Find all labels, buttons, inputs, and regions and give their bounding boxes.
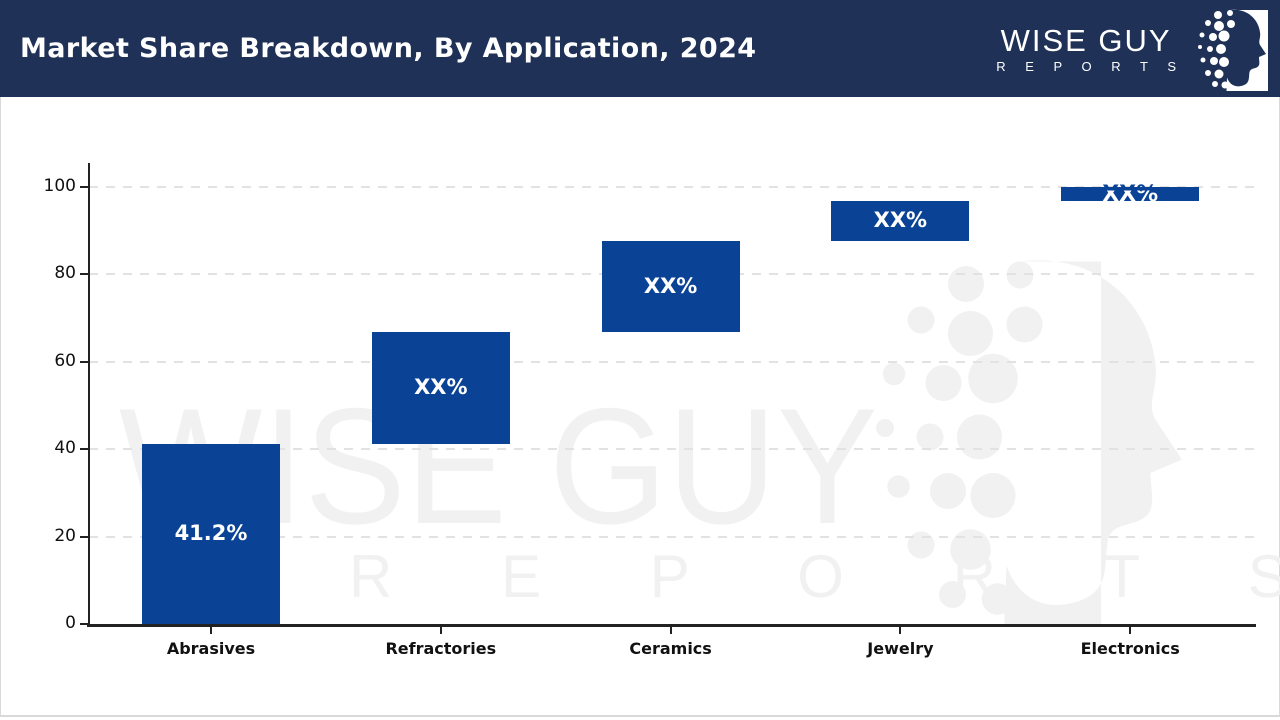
wiseguy-logo-text: WISE GUY R E P O R T S	[988, 25, 1184, 73]
y-tick-label: 40	[54, 438, 76, 459]
y-tick-label: 100	[43, 176, 76, 196]
logo-subtext: R E P O R T S	[996, 58, 1184, 74]
bar-ceramics	[601, 241, 740, 333]
y-tick-mark	[80, 186, 88, 188]
logo-wordmark: WISE GUY	[1000, 22, 1172, 58]
logo-head-icon	[1198, 9, 1268, 91]
x-tick-mark	[899, 627, 902, 634]
gridline-20	[89, 535, 1256, 538]
x-category-label: Abrasives	[166, 639, 256, 658]
x-tick-mark	[439, 627, 442, 634]
x-category-label: Electronics	[1080, 639, 1180, 658]
y-tick-label: 60	[54, 350, 76, 371]
x-category-label: Ceramics	[629, 639, 712, 658]
wiseguy-logo: WISE GUY R E P O R T S	[988, 7, 1280, 91]
header-bar: Market Share Breakdown, By Application, …	[0, 0, 1280, 97]
bar-refractories	[371, 332, 510, 444]
bar-jewelry	[831, 200, 970, 242]
gridline-40	[89, 448, 1256, 451]
x-tick-mark	[669, 627, 672, 634]
x-tick-mark	[210, 627, 212, 634]
y-axis-line	[88, 163, 90, 627]
bar-value-label: XX%	[414, 375, 468, 400]
watermark-subtext: R E P O R T S	[349, 543, 1280, 610]
y-tick-mark	[80, 448, 88, 451]
y-tick-mark	[80, 360, 88, 363]
bar-value-label: 41.2%	[174, 520, 248, 545]
x-category-label: Refractories	[385, 639, 497, 658]
y-tick-label: 20	[54, 525, 76, 546]
y-tick-mark	[80, 535, 88, 538]
watermark-head-icon	[876, 260, 1182, 626]
x-axis-line	[87, 624, 1256, 627]
y-tick-mark	[80, 273, 88, 276]
bar-value-label: XX%	[873, 208, 928, 233]
x-tick-mark	[1129, 627, 1132, 634]
bar-value-label: XX%	[643, 273, 698, 298]
y-tick-mark	[80, 623, 88, 625]
bar-electronics	[1061, 187, 1200, 201]
gridline-100	[89, 186, 1256, 188]
x-category-label: Jewelry	[867, 639, 934, 658]
bar-value-label: XX%	[1060, 182, 1200, 208]
bar-abrasives	[142, 443, 280, 624]
y-tick-label: 0	[65, 613, 76, 633]
gridline-60	[89, 360, 1256, 363]
y-tick-label: 80	[54, 263, 76, 284]
page-title: Market Share Breakdown, By Application, …	[20, 33, 757, 64]
